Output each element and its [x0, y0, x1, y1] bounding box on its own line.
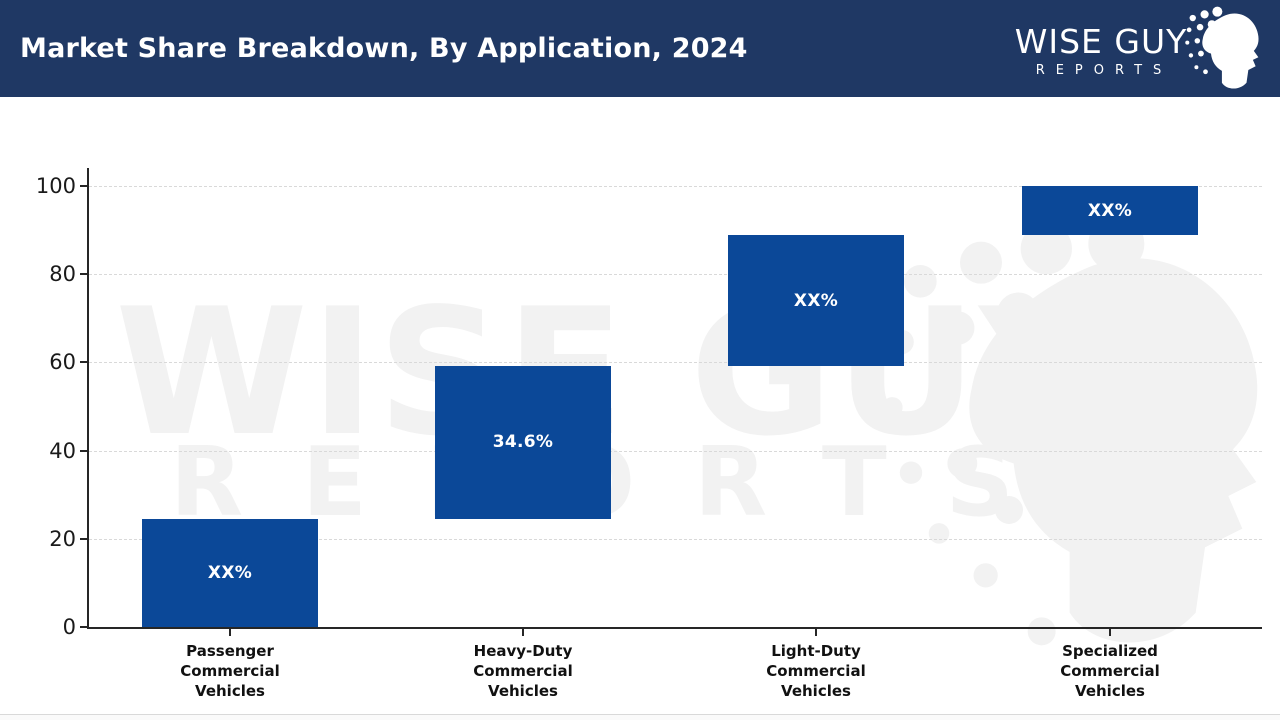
x-category-label-0: Passenger Commercial Vehicles [120, 641, 340, 701]
x-category-label-line: Commercial [180, 662, 280, 680]
gridline-60 [89, 362, 1262, 364]
x-tick-mark-3 [1109, 629, 1111, 636]
x-tick-mark-1 [522, 629, 524, 636]
header-bar: Market Share Breakdown, By Application, … [0, 0, 1280, 97]
x-category-label-line: Light-Duty [771, 642, 861, 660]
x-category-label-line: Commercial [473, 662, 573, 680]
logo-reports-label: REPORTS [1035, 63, 1173, 78]
x-category-label-line: Vehicles [1075, 682, 1145, 700]
x-category-label-3: Specialized Commercial Vehicles [1000, 641, 1220, 701]
logo-wiseguy-label: WISE GUY [1014, 22, 1188, 61]
bar-segment-1: 34.6% [435, 365, 611, 519]
wise-guy-reports-logo: WISE GUY REPORTS [1012, 6, 1262, 92]
y-tick-label-0: 0 [62, 615, 76, 639]
gridline-80 [89, 274, 1262, 276]
x-tick-mark-0 [229, 629, 231, 636]
y-tick-mark-0 [80, 626, 87, 628]
x-category-label-line: Commercial [1060, 662, 1160, 680]
logo-head-icon [1185, 6, 1259, 89]
y-tick-label-80: 80 [49, 262, 76, 287]
bar-segment-3: XX% [1022, 186, 1198, 236]
bar-value-label: XX% [207, 562, 253, 583]
y-tick-label-40: 40 [49, 438, 76, 463]
x-category-label-line: Commercial [766, 662, 866, 680]
footer-strip [0, 715, 1280, 720]
x-category-label-line: Specialized [1062, 642, 1158, 660]
y-axis-line [87, 168, 89, 627]
y-tick-mark-100 [80, 185, 87, 187]
page-title: Market Share Breakdown, By Application, … [20, 33, 748, 64]
y-tick-mark-40 [80, 449, 87, 452]
bar-segment-0: XX% [142, 518, 318, 627]
watermark-head-icon [882, 220, 1258, 646]
x-category-label-2: Light-Duty Commercial Vehicles [706, 641, 926, 701]
bar-segment-2: XX% [728, 235, 904, 366]
x-category-label-line: Vehicles [781, 682, 851, 700]
x-category-label-line: Heavy-Duty [473, 642, 573, 660]
x-axis-line [87, 627, 1262, 629]
x-category-label-line: Vehicles [195, 682, 265, 700]
x-category-label-1: Heavy-Duty Commercial Vehicles [413, 641, 633, 701]
y-tick-label-60: 60 [49, 350, 76, 375]
y-tick-mark-80 [80, 273, 87, 276]
x-category-label-line: Passenger [186, 642, 274, 660]
x-category-label-line: Vehicles [488, 682, 558, 700]
bar-value-label: XX% [793, 290, 839, 311]
y-tick-label-100: 100 [35, 174, 76, 198]
footer-divider-line [0, 714, 1280, 715]
gridline-20 [89, 538, 1262, 540]
gridline-100 [89, 186, 1262, 187]
bar-value-label: 34.6% [492, 432, 554, 453]
gridline-40 [89, 450, 1262, 452]
bar-value-label: XX% [1087, 200, 1133, 221]
x-tick-mark-2 [815, 629, 817, 636]
y-tick-mark-60 [80, 361, 87, 364]
y-tick-label-20: 20 [49, 526, 76, 551]
y-tick-mark-20 [80, 537, 87, 540]
